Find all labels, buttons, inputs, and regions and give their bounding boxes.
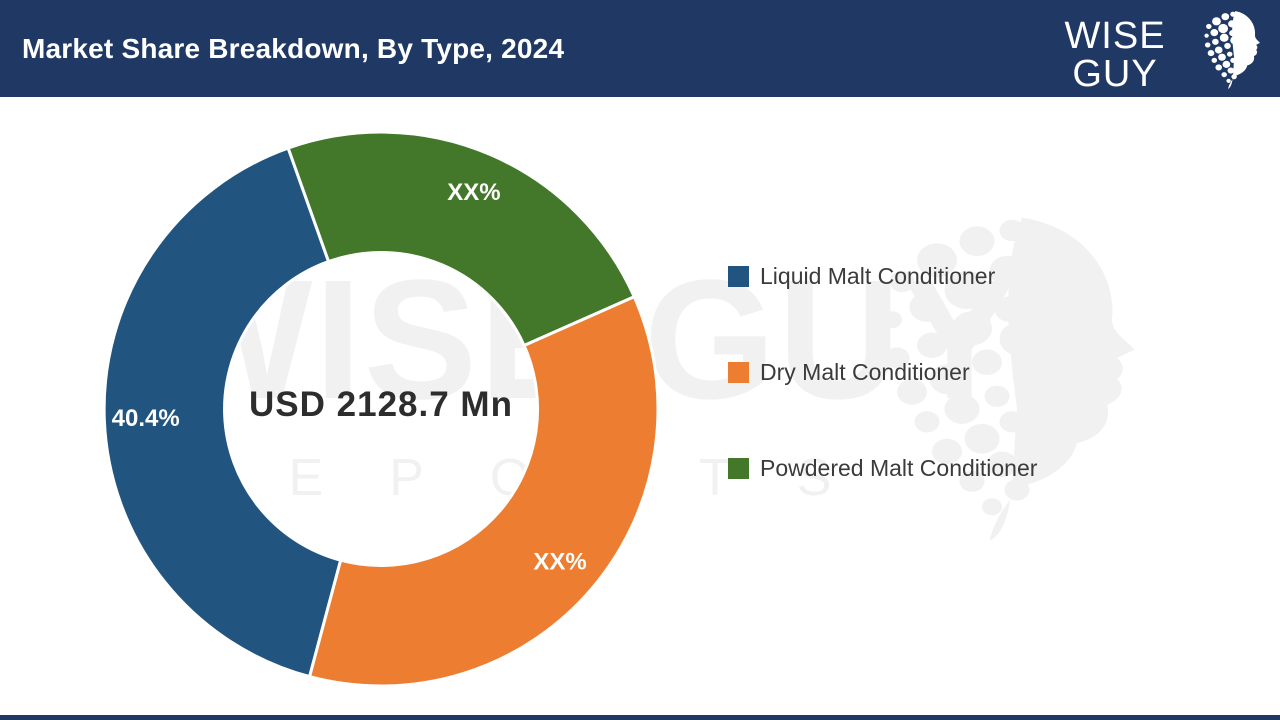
page-title: Market Share Breakdown, By Type, 2024 (22, 33, 565, 64)
donut-segment-label-liquid-malt-conditioner: 40.4% (112, 405, 180, 432)
logo-wordmark-line1: WISE GUY (1064, 15, 1166, 95)
donut-segment-label-powdered-malt-conditioner: XX% (447, 179, 500, 206)
legend-item-liquid-malt-conditioner: Liquid Malt Conditioner (728, 263, 1037, 290)
legend-label: Liquid Malt Conditioner (760, 263, 996, 289)
donut-center-value: USD 2128.7 Mn (249, 385, 513, 424)
donut-chart: XX% XX% 40.4% (102, 130, 660, 688)
watermark-wordmark-line2: REPORTS (185, 448, 897, 508)
watermark-dotted-head-graphic (862, 205, 1162, 545)
logo-wordmark-line2: REPORTS (1052, 96, 1184, 112)
wise-guy-reports-logo: WISE GUY REPORTS (1026, 8, 1266, 112)
donut-segment-liquid-malt-conditioner (102, 146, 343, 679)
legend-swatch-dry-malt-conditioner (728, 362, 749, 383)
legend-item-dry-malt-conditioner: Dry Malt Conditioner (728, 359, 1037, 386)
logo-wordmark: WISE GUY REPORTS (1026, 17, 1204, 112)
legend-swatch-powdered-malt-conditioner (728, 458, 749, 479)
legend-swatch-liquid-malt-conditioner (728, 266, 749, 287)
chart-legend: Liquid Malt Conditioner Dry Malt Conditio… (728, 263, 1037, 482)
legend-label: Powdered Malt Conditioner (760, 455, 1038, 481)
legend-item-powdered-malt-conditioner: Powdered Malt Conditioner (728, 455, 1037, 482)
footer-bar (0, 715, 1280, 720)
donut-segment-dry-malt-conditioner (308, 295, 660, 688)
donut-segment-label-dry-malt-conditioner: XX% (533, 549, 586, 576)
legend-label: Dry Malt Conditioner (760, 359, 970, 385)
logo-dotted-head-icon (1200, 8, 1266, 90)
header-bar: Market Share Breakdown, By Type, 2024 WI… (0, 0, 1280, 112)
donut-segment-powdered-malt-conditioner (286, 130, 636, 347)
